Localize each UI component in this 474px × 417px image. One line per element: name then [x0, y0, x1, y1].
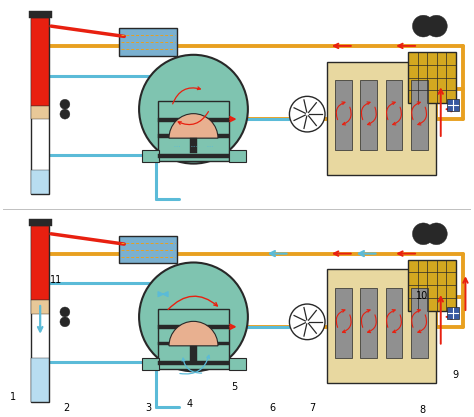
- Text: 4: 4: [187, 399, 193, 409]
- Bar: [335, 288, 352, 358]
- Bar: [385, 80, 402, 151]
- Text: 5: 5: [231, 382, 238, 392]
- Wedge shape: [169, 322, 218, 346]
- Bar: [158, 134, 229, 138]
- Bar: [142, 358, 159, 370]
- Bar: [410, 288, 428, 358]
- Text: 11: 11: [50, 275, 63, 285]
- Bar: [158, 326, 229, 329]
- Circle shape: [290, 304, 325, 339]
- Text: 3: 3: [145, 403, 151, 413]
- Bar: [31, 358, 49, 402]
- Circle shape: [60, 307, 70, 317]
- Bar: [142, 150, 159, 162]
- Bar: [158, 342, 229, 345]
- Bar: [158, 101, 229, 161]
- Bar: [447, 307, 458, 319]
- Bar: [408, 52, 456, 103]
- Bar: [158, 309, 229, 369]
- Circle shape: [60, 99, 70, 109]
- Circle shape: [290, 96, 325, 132]
- Wedge shape: [169, 114, 218, 138]
- Circle shape: [412, 223, 434, 245]
- Bar: [31, 226, 49, 300]
- Circle shape: [139, 55, 248, 163]
- Circle shape: [412, 15, 434, 37]
- Bar: [190, 138, 197, 153]
- Bar: [31, 300, 49, 314]
- Text: 6: 6: [269, 403, 275, 413]
- Bar: [158, 154, 229, 158]
- Bar: [119, 28, 177, 56]
- Bar: [158, 118, 229, 122]
- Bar: [408, 259, 456, 311]
- Bar: [158, 362, 229, 365]
- Bar: [28, 219, 52, 226]
- Bar: [31, 18, 49, 194]
- Bar: [385, 288, 402, 358]
- Bar: [31, 106, 49, 118]
- Circle shape: [60, 109, 70, 119]
- Bar: [360, 80, 377, 151]
- Bar: [447, 99, 458, 111]
- Circle shape: [139, 262, 248, 371]
- Bar: [229, 150, 246, 162]
- Bar: [31, 170, 49, 194]
- Bar: [229, 358, 246, 370]
- Text: 8: 8: [419, 404, 425, 414]
- Text: 1: 1: [10, 392, 16, 402]
- Circle shape: [426, 15, 447, 37]
- Bar: [119, 236, 177, 264]
- Text: 9: 9: [452, 369, 458, 379]
- Text: 2: 2: [63, 403, 69, 413]
- Bar: [327, 269, 436, 383]
- Circle shape: [60, 317, 70, 327]
- Bar: [327, 62, 436, 176]
- Bar: [31, 18, 49, 106]
- Text: 7: 7: [309, 403, 315, 413]
- Bar: [31, 226, 49, 402]
- Bar: [28, 11, 52, 18]
- Bar: [360, 288, 377, 358]
- Circle shape: [426, 223, 447, 245]
- Bar: [410, 80, 428, 151]
- Text: 10: 10: [416, 291, 428, 301]
- Bar: [190, 346, 197, 361]
- Bar: [335, 80, 352, 151]
